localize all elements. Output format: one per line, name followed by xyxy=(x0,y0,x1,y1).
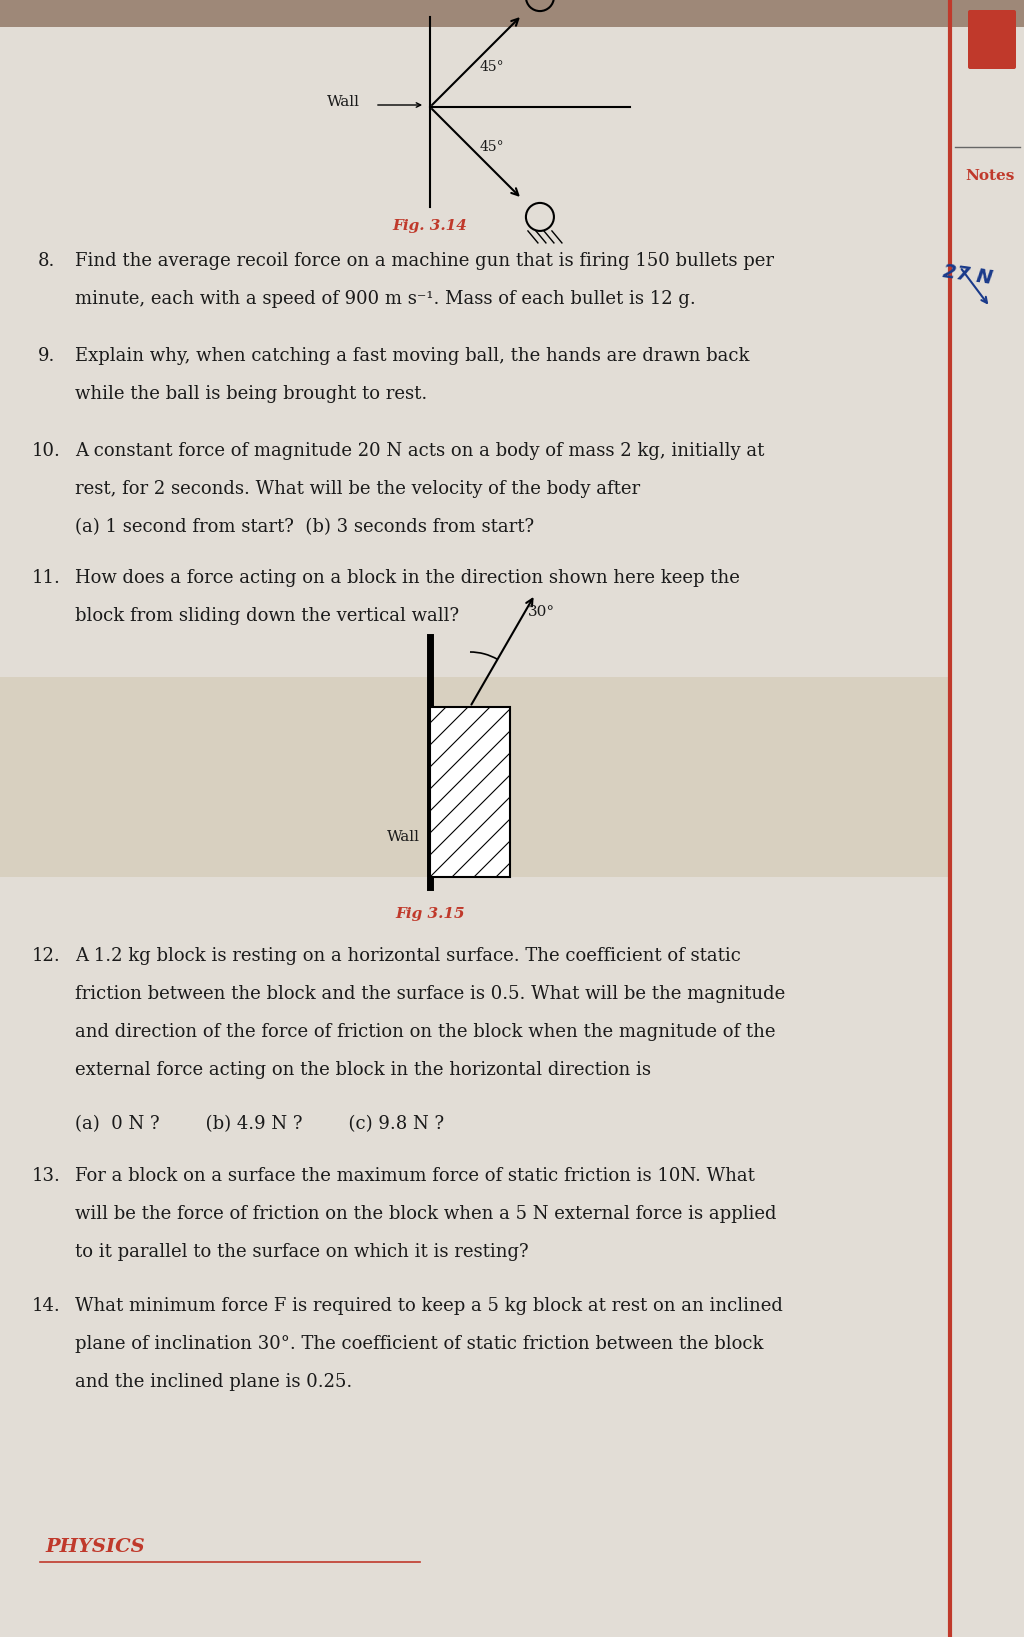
Text: will be the force of friction on the block when a 5 N external force is applied: will be the force of friction on the blo… xyxy=(75,1205,776,1223)
Text: 10.: 10. xyxy=(32,442,60,460)
Text: plane of inclination 30°. The coefficient of static friction between the block: plane of inclination 30°. The coefficien… xyxy=(75,1336,764,1354)
Bar xyxy=(950,0,1024,1637)
Text: 12.: 12. xyxy=(32,946,60,964)
Text: How does a force acting on a block in the direction shown here keep the: How does a force acting on a block in th… xyxy=(75,570,740,588)
Text: rest, for 2 seconds. What will be the velocity of the body after: rest, for 2 seconds. What will be the ve… xyxy=(75,480,640,498)
Text: What minimum force F is required to keep a 5 kg block at rest on an inclined: What minimum force F is required to keep… xyxy=(75,1297,783,1315)
Text: and the inclined plane is 0.25.: and the inclined plane is 0.25. xyxy=(75,1373,352,1391)
Text: Find the average recoil force on a machine gun that is firing 150 bullets per: Find the average recoil force on a machi… xyxy=(75,252,774,270)
Text: 13.: 13. xyxy=(32,1167,60,1185)
Text: Wall: Wall xyxy=(387,830,420,845)
Text: 14.: 14. xyxy=(32,1297,60,1315)
Text: Fig. 3.14: Fig. 3.14 xyxy=(392,219,467,232)
Text: PHYSICS: PHYSICS xyxy=(45,1539,144,1557)
Text: and direction of the force of friction on the block when the magnitude of the: and direction of the force of friction o… xyxy=(75,1023,775,1041)
FancyBboxPatch shape xyxy=(968,10,1016,69)
Text: 8.: 8. xyxy=(38,252,55,270)
Text: while the ball is being brought to rest.: while the ball is being brought to rest. xyxy=(75,385,427,403)
Text: (a)  0 N ?        (b) 4.9 N ?        (c) 9.8 N ?: (a) 0 N ? (b) 4.9 N ? (c) 9.8 N ? xyxy=(75,1115,444,1133)
Text: (a) 1 second from start?  (b) 3 seconds from start?: (a) 1 second from start? (b) 3 seconds f… xyxy=(75,517,535,535)
Bar xyxy=(0,678,950,877)
Text: Fig 3.15: Fig 3.15 xyxy=(395,907,465,922)
Text: Wall: Wall xyxy=(327,95,360,110)
Text: For a block on a surface the maximum force of static friction is 10N. What: For a block on a surface the maximum for… xyxy=(75,1167,755,1185)
Text: 45°: 45° xyxy=(480,141,505,154)
Bar xyxy=(0,0,1024,26)
Text: A 1.2 kg block is resting on a horizontal surface. The coefficient of static: A 1.2 kg block is resting on a horizonta… xyxy=(75,946,741,964)
Text: 9.: 9. xyxy=(38,347,55,365)
Text: 27 N: 27 N xyxy=(942,262,994,288)
Text: Notes: Notes xyxy=(966,169,1015,183)
Text: 11.: 11. xyxy=(32,570,60,588)
Bar xyxy=(430,707,510,877)
Text: to it parallel to the surface on which it is resting?: to it parallel to the surface on which i… xyxy=(75,1242,528,1260)
Text: 30°: 30° xyxy=(528,606,555,619)
Text: Explain why, when catching a fast moving ball, the hands are drawn back: Explain why, when catching a fast moving… xyxy=(75,347,750,365)
Text: external force acting on the block in the horizontal direction is: external force acting on the block in th… xyxy=(75,1061,651,1079)
Text: A constant force of magnitude 20 N acts on a body of mass 2 kg, initially at: A constant force of magnitude 20 N acts … xyxy=(75,442,764,460)
Text: friction between the block and the surface is 0.5. What will be the magnitude: friction between the block and the surfa… xyxy=(75,985,785,1003)
Text: block from sliding down the vertical wall?: block from sliding down the vertical wal… xyxy=(75,607,459,625)
Text: minute, each with a speed of 900 m s⁻¹. Mass of each bullet is 12 g.: minute, each with a speed of 900 m s⁻¹. … xyxy=(75,290,695,308)
Text: 45°: 45° xyxy=(480,61,505,74)
